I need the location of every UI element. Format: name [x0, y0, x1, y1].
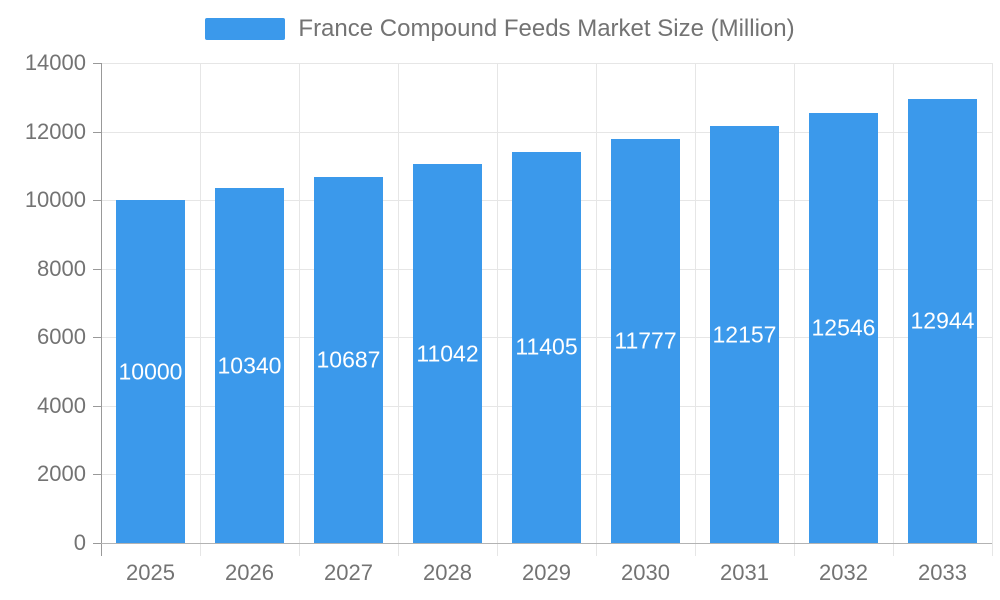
y-axis-tick-label: 6000 [37, 324, 86, 350]
x-axis-line [101, 543, 992, 544]
gridline-vertical [299, 63, 300, 556]
gridline-vertical [695, 63, 696, 556]
bar-value-label: 11405 [515, 333, 578, 360]
bar[interactable] [908, 99, 977, 543]
x-axis-tick-label: 2029 [522, 560, 571, 585]
x-axis-tick-label: 2028 [423, 560, 472, 585]
y-axis-tick [93, 405, 101, 407]
legend-swatch [205, 18, 286, 40]
gridline-vertical [200, 63, 201, 556]
bar-value-label: 10340 [217, 352, 282, 379]
y-axis-tick [93, 200, 101, 202]
gridline-vertical [596, 63, 597, 556]
x-axis-tick-label: 2026 [225, 560, 274, 585]
gridline-vertical [893, 63, 894, 556]
bar-value-label: 11777 [614, 327, 677, 354]
x-axis-tick-label: 2033 [918, 560, 967, 585]
bar[interactable] [116, 200, 185, 543]
legend[interactable]: France Compound Feeds Market Size (Milli… [0, 15, 1000, 43]
bar-value-label: 10000 [118, 358, 183, 385]
bar[interactable] [314, 176, 383, 543]
bar[interactable] [809, 112, 878, 543]
y-axis-tick-label: 10000 [24, 187, 86, 213]
bar[interactable] [512, 151, 581, 543]
y-axis-tick-label: 14000 [24, 50, 86, 75]
bar[interactable] [413, 164, 482, 543]
bar-value-label: 12944 [910, 307, 975, 334]
y-axis-tick [93, 337, 101, 339]
gridline-horizontal [101, 131, 992, 133]
y-axis-tick [93, 63, 101, 64]
bar-value-label: 12157 [712, 321, 777, 348]
y-axis-tick [93, 268, 101, 270]
x-axis-tick-label: 2031 [720, 560, 769, 585]
legend-label: France Compound Feeds Market Size (Milli… [298, 15, 795, 42]
x-axis-tick-label: 2030 [621, 560, 670, 585]
x-axis-tick-label: 2027 [324, 560, 373, 585]
gridline-vertical [497, 63, 498, 556]
y-axis-tick-label: 0 [73, 530, 86, 555]
bar[interactable] [710, 126, 779, 543]
bar-value-label: 12546 [811, 314, 876, 341]
bar-value-label: 11042 [416, 340, 479, 367]
y-axis-tick [93, 474, 101, 476]
y-axis-tick [93, 131, 101, 133]
gridline-vertical [992, 63, 993, 556]
y-axis-tick-label: 12000 [24, 118, 86, 144]
y-axis-tick-label: 8000 [37, 255, 86, 281]
y-axis-tick [93, 543, 101, 544]
gridline-vertical [398, 63, 399, 556]
bar[interactable] [611, 139, 680, 543]
y-axis-tick-label: 4000 [37, 392, 86, 418]
gridline-vertical [794, 63, 795, 556]
y-axis-tick-label: 2000 [37, 461, 86, 487]
x-axis-tick-label: 2025 [126, 560, 175, 585]
bar-value-label: 10687 [316, 346, 381, 373]
y-axis-line [101, 63, 102, 556]
bar[interactable] [215, 188, 284, 543]
x-axis-tick-label: 2032 [819, 560, 868, 585]
gridline-horizontal [101, 63, 992, 64]
